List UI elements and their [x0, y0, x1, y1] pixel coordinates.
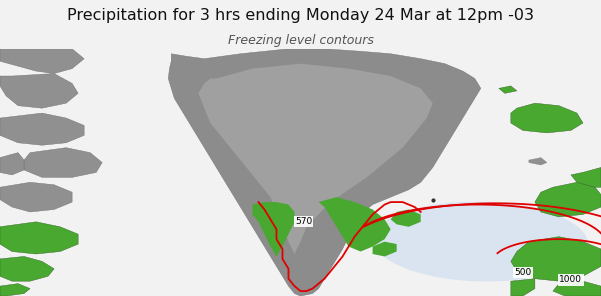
Polygon shape	[511, 237, 601, 281]
Polygon shape	[373, 242, 397, 256]
Polygon shape	[0, 73, 78, 108]
Polygon shape	[0, 113, 84, 145]
Polygon shape	[0, 182, 72, 212]
Polygon shape	[252, 202, 294, 256]
Text: Freezing level contours: Freezing level contours	[228, 33, 373, 46]
Polygon shape	[319, 197, 391, 252]
Polygon shape	[0, 284, 30, 296]
Text: 1000: 1000	[560, 276, 582, 284]
Text: Precipitation for 3 hrs ending Monday 24 Mar at 12pm -03: Precipitation for 3 hrs ending Monday 24…	[67, 8, 534, 23]
Polygon shape	[499, 86, 517, 93]
Polygon shape	[198, 64, 433, 254]
Polygon shape	[571, 168, 601, 187]
Polygon shape	[0, 153, 24, 175]
Ellipse shape	[373, 202, 588, 281]
Polygon shape	[553, 281, 601, 296]
Polygon shape	[0, 49, 84, 73]
Polygon shape	[511, 279, 535, 296]
Polygon shape	[24, 148, 102, 177]
Polygon shape	[511, 103, 583, 133]
Polygon shape	[391, 210, 421, 227]
Polygon shape	[0, 222, 78, 254]
Polygon shape	[535, 182, 601, 217]
Polygon shape	[168, 49, 481, 296]
Polygon shape	[529, 157, 547, 165]
Text: 500: 500	[514, 268, 531, 277]
Polygon shape	[0, 256, 54, 281]
Text: 570: 570	[295, 217, 312, 226]
